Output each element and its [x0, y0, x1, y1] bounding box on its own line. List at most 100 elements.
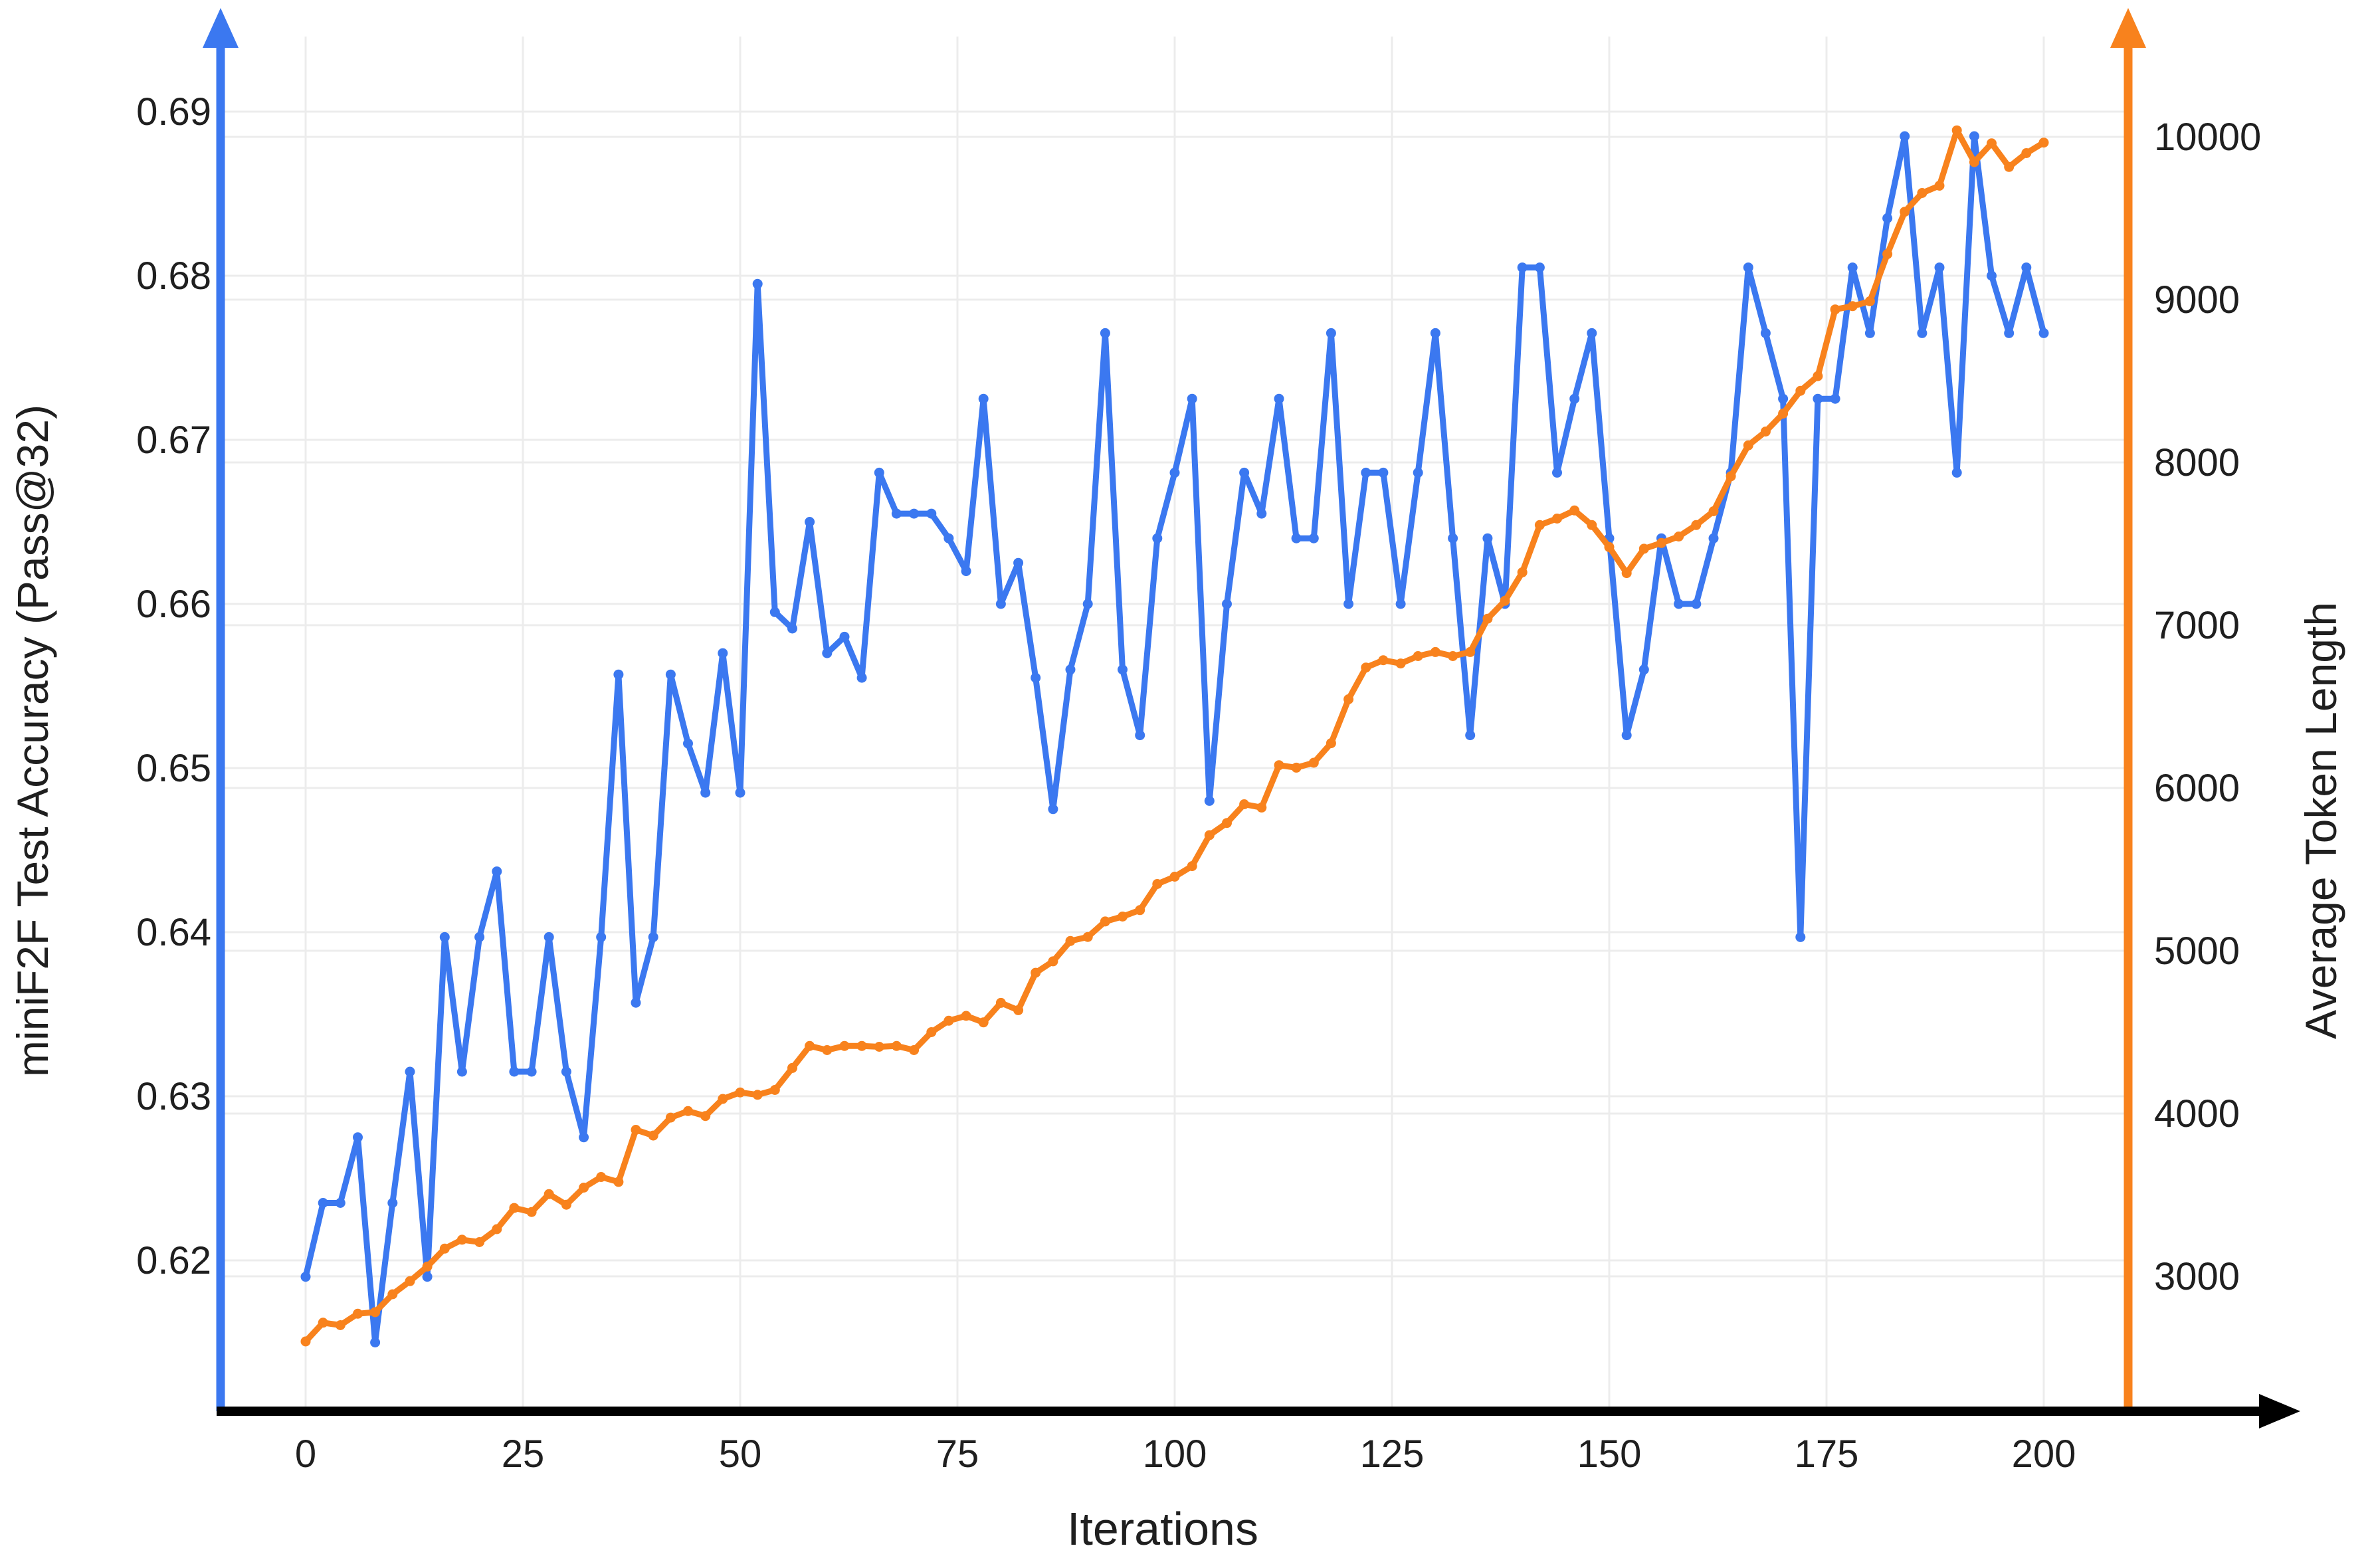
accuracy-point [891, 508, 902, 519]
token-point [1847, 301, 1858, 312]
accuracy-point [2021, 262, 2032, 273]
accuracy-point [1135, 730, 1145, 741]
token-point [300, 1336, 311, 1347]
token-point [1378, 655, 1389, 666]
accuracy-point [1534, 262, 1545, 273]
x-tick-label: 175 [1795, 1432, 1859, 1476]
accuracy-point [300, 1272, 311, 1282]
token-point [1118, 912, 1128, 922]
accuracy-point [1152, 533, 1163, 543]
right-tick-label: 3000 [2154, 1255, 2240, 1298]
accuracy-point [2004, 328, 2015, 338]
accuracy-point [683, 738, 693, 749]
token-point [1587, 520, 1597, 530]
token-point [1256, 802, 1267, 813]
accuracy-point [648, 931, 658, 942]
accuracy-point [874, 467, 884, 478]
accuracy-point [579, 1132, 589, 1143]
accuracy-point [613, 669, 624, 680]
accuracy-point [387, 1198, 398, 1208]
token-point [422, 1261, 433, 1272]
token-point [1274, 760, 1284, 771]
token-point [1500, 595, 1510, 606]
token-point [1934, 181, 1945, 191]
accuracy-point [1326, 328, 1336, 338]
token-series [300, 125, 2049, 1347]
accuracy-point [1987, 270, 1997, 281]
token-point [439, 1243, 450, 1254]
accuracy-point [1847, 262, 1858, 273]
left-axis-arrow-icon [203, 8, 239, 48]
accuracy-point [1100, 328, 1110, 338]
accuracy-point [1778, 393, 1789, 404]
token-point [1621, 568, 1632, 579]
token-point [2021, 148, 2032, 158]
token-point [456, 1234, 467, 1245]
accuracy-point [526, 1066, 537, 1077]
accuracy-point [1031, 672, 1041, 683]
token-point [1013, 1005, 1024, 1015]
right-axis-title: Average Token Length [2296, 602, 2345, 1039]
axis-spines [203, 8, 2300, 1428]
accuracy-point [1204, 795, 1215, 806]
accuracy-point [561, 1066, 571, 1077]
token-point [1743, 440, 1753, 450]
accuracy-point [1395, 599, 1406, 609]
accuracy-point [1708, 533, 1719, 543]
token-point [1726, 471, 1736, 482]
token-point [805, 1040, 815, 1051]
accuracy-point [787, 623, 797, 634]
accuracy-point [995, 599, 1006, 609]
accuracy-point [631, 997, 641, 1008]
accuracy-point [1413, 467, 1423, 478]
accuracy-point [1743, 262, 1753, 273]
token-point [492, 1224, 502, 1234]
token-point [335, 1320, 346, 1330]
accuracy-point [1830, 393, 1840, 404]
accuracy-point [805, 517, 815, 527]
token-point [561, 1199, 571, 1210]
left-tick-label: 0.69 [136, 90, 211, 134]
left-tick-label: 0.62 [136, 1239, 211, 1282]
token-point [891, 1040, 902, 1051]
accuracy-point [1378, 467, 1389, 478]
left-tick-label: 0.68 [136, 254, 211, 298]
token-point [1361, 662, 1371, 673]
right-axis-arrow-icon [2110, 8, 2146, 48]
token-point [1656, 538, 1666, 548]
right-tick-label: 5000 [2154, 930, 2240, 973]
token-point [648, 1130, 658, 1141]
token-point [735, 1087, 745, 1098]
accuracy-point [318, 1198, 328, 1208]
accuracy-point [1517, 262, 1528, 273]
accuracy-point [1882, 213, 1893, 223]
accuracy-point [1587, 328, 1597, 338]
accuracy-point [1569, 393, 1580, 404]
accuracy-point [1917, 328, 1927, 338]
accuracy-point [1291, 533, 1302, 543]
accuracy-point [1760, 328, 1771, 338]
accuracy-point [926, 508, 937, 519]
token-point [1517, 567, 1528, 577]
token-point [596, 1172, 607, 1182]
left-tick-label: 0.67 [136, 419, 211, 462]
token-point [1308, 757, 1319, 768]
token-point [1395, 658, 1406, 669]
token-point [1048, 956, 1058, 967]
accuracy-point [544, 931, 554, 942]
right-tick-label: 4000 [2154, 1092, 2240, 1135]
accuracy-point [1048, 804, 1058, 815]
accuracy-point [961, 566, 971, 577]
left-tick-label: 0.63 [136, 1075, 211, 1118]
token-point [822, 1045, 833, 1055]
x-axis-arrow-icon [2259, 1394, 2300, 1428]
accuracy-point [856, 672, 867, 683]
accuracy-point [1795, 931, 1806, 942]
accuracy-point [1951, 467, 1962, 478]
accuracy-point [769, 607, 780, 617]
token-point [978, 1017, 989, 1028]
right-tick-label: 7000 [2154, 604, 2240, 647]
accuracy-point [752, 278, 763, 289]
